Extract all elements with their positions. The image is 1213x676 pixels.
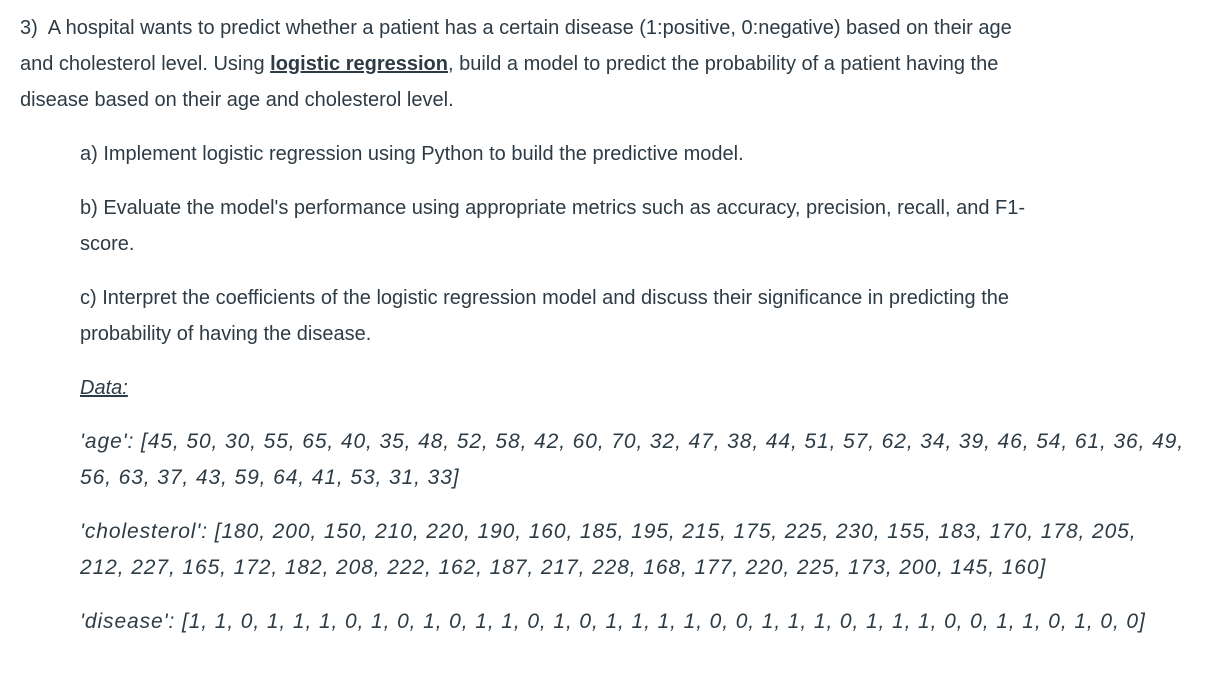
subpart-b: b) Evaluate the model's performance usin… — [80, 197, 1025, 255]
subpart-a: a) Implement logistic regression using P… — [80, 143, 744, 165]
data-line-age: 'age': [45, 50, 30, 55, 65, 40, 35, 48, … — [80, 430, 1184, 489]
subpart-c: c) Interpret the coefficients of the log… — [80, 287, 1010, 345]
data-line-cholesterol: 'cholesterol': [180, 200, 150, 210, 220,… — [80, 520, 1137, 579]
question-intro-text-before: 3) A hospital wants to predict whether a… — [20, 17, 1012, 75]
data-heading-label: Data: — [80, 377, 128, 399]
logistic-regression-emphasis: logistic regression — [270, 53, 448, 75]
question-intro-text-after: , build a model to predict the probabili… — [20, 53, 999, 111]
data-line-disease: 'disease': [1, 1, 0, 1, 1, 1, 0, 1, 0, 1… — [80, 610, 1146, 633]
data-heading: Data: — [80, 370, 1195, 406]
question-intro: 3) A hospital wants to predict whether a… — [20, 10, 1195, 118]
